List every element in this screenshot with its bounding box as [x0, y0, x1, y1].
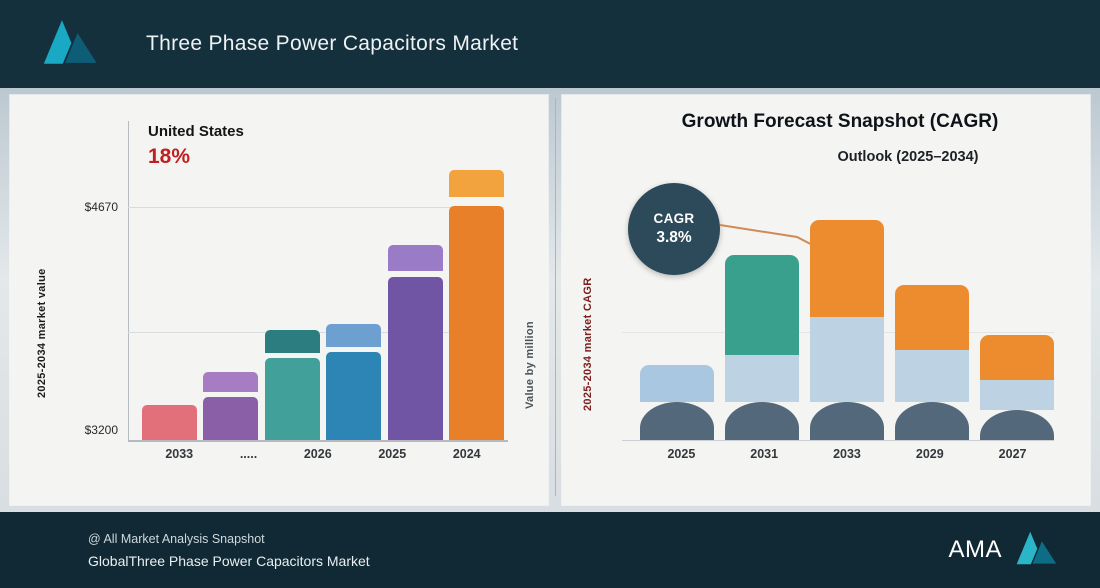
y-axis-line [128, 121, 129, 440]
footer-line-1: @ All Market Analysis Snapshot [88, 531, 265, 546]
axis-category-label: 2024 [452, 447, 481, 461]
bar [725, 255, 799, 440]
bar [810, 220, 884, 440]
highlight-percentage: 18% [148, 145, 191, 168]
footer-brand-text: AMA [948, 536, 1002, 563]
axis-category-label: 2029 [915, 447, 944, 461]
bar [387, 245, 443, 440]
left-chart-panel: United States 18% 2025-2034 market value… [10, 95, 548, 505]
axis-category-label: 2033 [165, 447, 194, 461]
bar [895, 285, 969, 440]
y-tick-top: $4670 [84, 200, 118, 214]
cagr-badge-value: 3.8% [656, 229, 692, 246]
bar [142, 405, 197, 440]
panel-divider [555, 98, 556, 496]
right-chart-bars [640, 125, 1054, 440]
x-axis-line [128, 440, 508, 442]
bar [264, 330, 320, 440]
bar [640, 365, 714, 440]
ama-logo-icon [42, 16, 100, 73]
axis-category-label: 2025 [667, 447, 696, 461]
footer-brand: AMA [948, 529, 1060, 572]
main-area: United States 18% 2025-2034 market value… [0, 88, 1100, 512]
y-tick-bottom: $3200 [84, 423, 118, 437]
bar [326, 324, 382, 440]
bar [448, 170, 504, 440]
right-chart-subtitle: Outlook (2025–2034) [837, 149, 979, 165]
axis-category-label: 2025 [378, 447, 407, 461]
footer-bar: @ All Market Analysis Snapshot GlobalThr… [0, 512, 1100, 588]
bar [980, 335, 1054, 440]
right-y-axis-title: 2025-2034 market CAGR [582, 277, 594, 411]
cagr-badge: CAGR 3.8% [628, 183, 720, 275]
axis-category-label: ..... [239, 447, 258, 461]
ama-logo-icon [1014, 529, 1060, 572]
axis-category-label: 2026 [303, 447, 332, 461]
axis-category-label: 2027 [998, 447, 1027, 461]
left-y-axis-title: 2025-2034 market value [36, 268, 48, 398]
gridline [128, 207, 504, 208]
right-chart-title: Growth Forecast Snapshot (CAGR) [681, 111, 999, 132]
axis-category-label: 2031 [750, 447, 779, 461]
axis-category-label: 2033 [833, 447, 861, 461]
page-title: Three Phase Power Capacitors Market [146, 32, 519, 55]
right-chart-labels: 2025 2031 2033 2029 2027 [640, 447, 1054, 461]
header-bar: Three Phase Power Capacitors Market [0, 0, 1100, 88]
region-label: United States [148, 123, 244, 140]
left-chart-bars [142, 125, 504, 440]
right-chart-panel: Growth Forecast Snapshot (CAGR) Outlook … [562, 95, 1090, 505]
cagr-badge-label: CAGR [653, 211, 695, 226]
x-axis-line [622, 440, 1054, 441]
bar [203, 372, 259, 440]
mid-axis-label: Value by million [524, 321, 536, 410]
left-chart-labels: 2033..... 2026 2025 2024 [142, 447, 504, 461]
footer-text-block: @ All Market Analysis Snapshot GlobalThr… [88, 532, 370, 569]
footer-line-2: GlobalThree Phase Power Capacitors Marke… [88, 552, 370, 569]
